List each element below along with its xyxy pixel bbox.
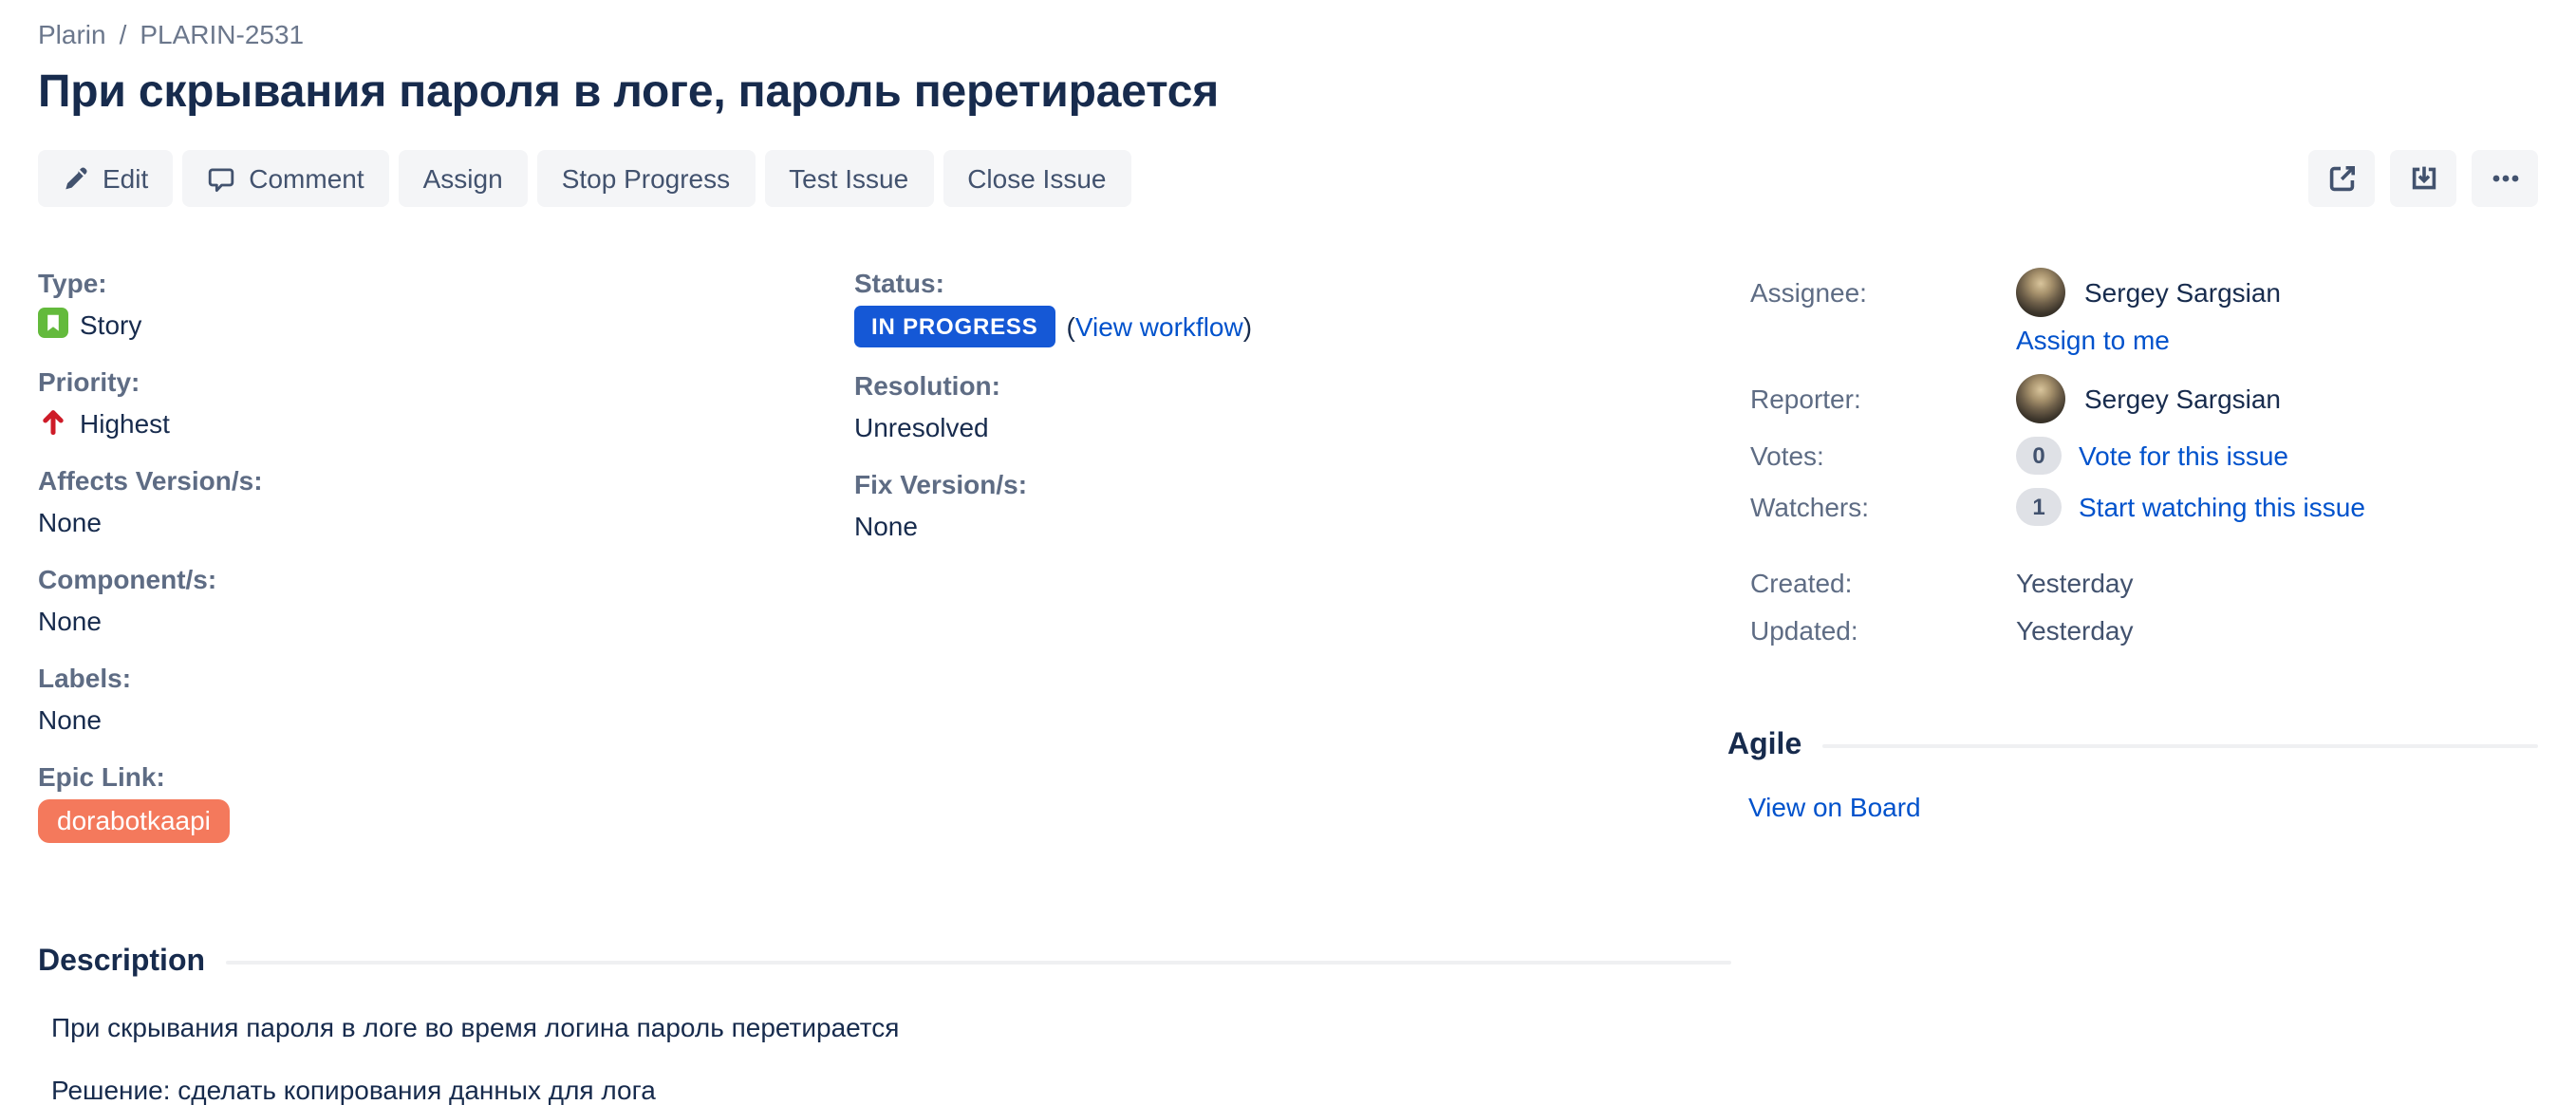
watchers-row: Watchers: 1 Start watching this issue	[1727, 488, 2538, 526]
epic-link-badge[interactable]: dorabotkaapi	[38, 799, 230, 843]
field-epic-link: Epic Link: dorabotkaapi	[38, 761, 854, 843]
components-value: None	[38, 606, 102, 636]
description-paragraph: При скрывания пароля в логе во время лог…	[51, 1012, 900, 1042]
breadcrumb-separator: /	[119, 19, 127, 49]
labels-label: Labels:	[38, 663, 132, 693]
description-section: Description При скрывания пароля в логе …	[38, 946, 1731, 1105]
type-value: Story	[80, 309, 142, 340]
pencil-icon	[63, 165, 89, 192]
field-affects-versions: Affects Version/s: None	[38, 465, 854, 541]
priority-label: Priority:	[38, 366, 140, 397]
type-label: Type:	[38, 268, 107, 298]
agile-rule	[1822, 744, 2538, 748]
created-row: Created: Yesterday	[1727, 568, 2538, 598]
export-button[interactable]	[2390, 150, 2456, 207]
watchers-label: Watchers:	[1750, 492, 1869, 522]
share-button[interactable]	[2308, 150, 2375, 207]
assignee-label: Assignee:	[1750, 277, 1867, 308]
edit-button[interactable]: Edit	[38, 150, 174, 207]
stop-progress-button[interactable]: Stop Progress	[536, 150, 756, 207]
updated-value: Yesterday	[2016, 615, 2134, 646]
more-actions-button[interactable]	[2472, 150, 2538, 207]
assign-to-me-link[interactable]: Assign to me	[2016, 325, 2170, 355]
details-section: Type: Story Priority: Highest Affects Ve…	[38, 268, 2538, 866]
field-components: Component/s: None	[38, 564, 854, 640]
breadcrumb: Plarin / PLARIN-2531	[38, 19, 2538, 49]
status-paren-close: )	[1242, 311, 1253, 342]
field-labels: Labels: None	[38, 663, 854, 739]
field-priority: Priority: Highest	[38, 366, 854, 442]
created-label: Created:	[1750, 568, 1853, 598]
breadcrumb-project-link[interactable]: Plarin	[38, 19, 106, 49]
arrow-up-icon	[38, 405, 68, 441]
watchers-count-badge: 1	[2016, 488, 2062, 526]
start-watching-link[interactable]: Start watching this issue	[2079, 492, 2365, 522]
comment-bubble-icon	[207, 164, 235, 193]
view-workflow-link[interactable]: View workflow	[1074, 311, 1243, 342]
resolution-value: Unresolved	[854, 412, 989, 442]
assignee-name[interactable]: Sergey Sargsian	[2084, 277, 2282, 308]
assignee-row: Assignee: Sergey Sargsian Assign to me	[1727, 268, 2538, 355]
reporter-label: Reporter:	[1750, 384, 1861, 414]
affects-versions-label: Affects Version/s:	[38, 465, 263, 496]
description-body: При скрывания пароля в логе во время лог…	[51, 1012, 1731, 1105]
issue-title: При скрывания пароля в логе, пароль пере…	[38, 66, 1220, 118]
field-resolution: Resolution: Unresolved	[854, 370, 1727, 446]
affects-versions-value: None	[38, 507, 102, 537]
dates-section: Created: Yesterday Updated: Yesterday	[1727, 568, 2538, 646]
description-paragraph: Решение: сделать копирования данных для …	[51, 1075, 656, 1105]
field-fix-versions: Fix Version/s: None	[854, 469, 1727, 545]
share-icon	[2326, 163, 2357, 194]
updated-label: Updated:	[1750, 615, 1858, 646]
description-heading: Description	[38, 946, 206, 978]
breadcrumb-issue-key-link[interactable]: PLARIN-2531	[140, 19, 305, 49]
votes-row: Votes: 0 Vote for this issue	[1727, 437, 2538, 475]
toolbar: Edit Comment Assign Stop Progress Test I…	[38, 150, 2538, 207]
export-icon	[2408, 163, 2438, 194]
toolbar-right-group	[2308, 150, 2538, 207]
details-left-column: Type: Story Priority: Highest Affects Ve…	[38, 268, 854, 866]
fix-versions-value: None	[854, 511, 918, 541]
close-issue-button[interactable]: Close Issue	[943, 150, 1131, 207]
epic-link-label: Epic Link:	[38, 761, 165, 792]
status-badge: IN PROGRESS	[854, 306, 1055, 347]
votes-label: Votes:	[1750, 440, 1824, 471]
ellipsis-icon	[2490, 163, 2520, 194]
reporter-avatar[interactable]	[2016, 374, 2065, 423]
status-label: Status:	[854, 268, 944, 298]
agile-heading: Agile	[1727, 729, 1802, 761]
resolution-label: Resolution:	[854, 370, 1000, 401]
comment-button[interactable]: Comment	[182, 150, 389, 207]
reporter-name[interactable]: Sergey Sargsian	[2084, 384, 2282, 414]
vote-for-issue-link[interactable]: Vote for this issue	[2079, 440, 2289, 471]
updated-row: Updated: Yesterday	[1727, 615, 2538, 646]
field-type: Type: Story	[38, 268, 854, 344]
assignee-avatar[interactable]	[2016, 268, 2065, 317]
agile-section: Agile View on Board	[1727, 729, 2538, 826]
people-sidebar: Assignee: Sergey Sargsian Assign to me R…	[1727, 268, 2538, 826]
field-status: Status: IN PROGRESS (View workflow)	[854, 268, 1727, 347]
view-on-board-link[interactable]: View on Board	[1748, 792, 1921, 822]
components-label: Component/s:	[38, 564, 217, 594]
labels-value: None	[38, 704, 102, 735]
created-value: Yesterday	[2016, 568, 2134, 598]
fix-versions-label: Fix Version/s:	[854, 469, 1028, 499]
description-rule	[226, 961, 1731, 965]
status-paren-open: (	[1066, 311, 1075, 342]
assign-button[interactable]: Assign	[398, 150, 528, 207]
test-issue-button[interactable]: Test Issue	[764, 150, 934, 207]
details-middle-column: Status: IN PROGRESS (View workflow) Reso…	[854, 268, 1727, 568]
story-bookmark-icon	[38, 307, 68, 343]
reporter-row: Reporter: Sergey Sargsian	[1727, 374, 2538, 423]
votes-count-badge: 0	[2016, 437, 2062, 475]
priority-value: Highest	[80, 408, 170, 439]
